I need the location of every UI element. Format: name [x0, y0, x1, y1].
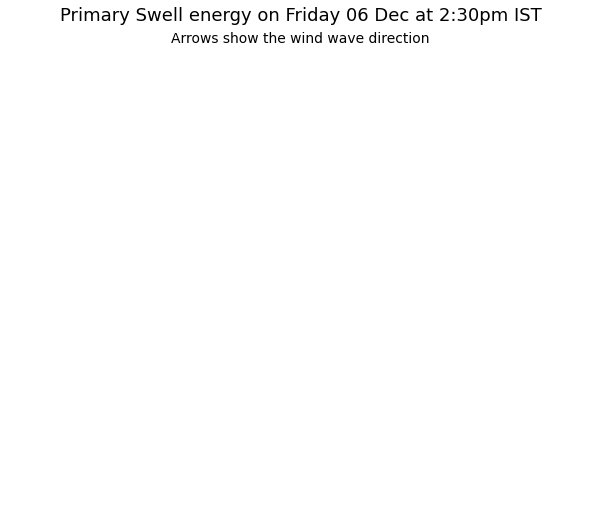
Text: Map requires cartopy: Map requires cartopy [212, 270, 389, 288]
Text: Primary Swell energy on Friday 06 Dec at 2:30pm IST: Primary Swell energy on Friday 06 Dec at… [59, 7, 542, 25]
Text: Arrows show the wind wave direction: Arrows show the wind wave direction [171, 32, 430, 46]
